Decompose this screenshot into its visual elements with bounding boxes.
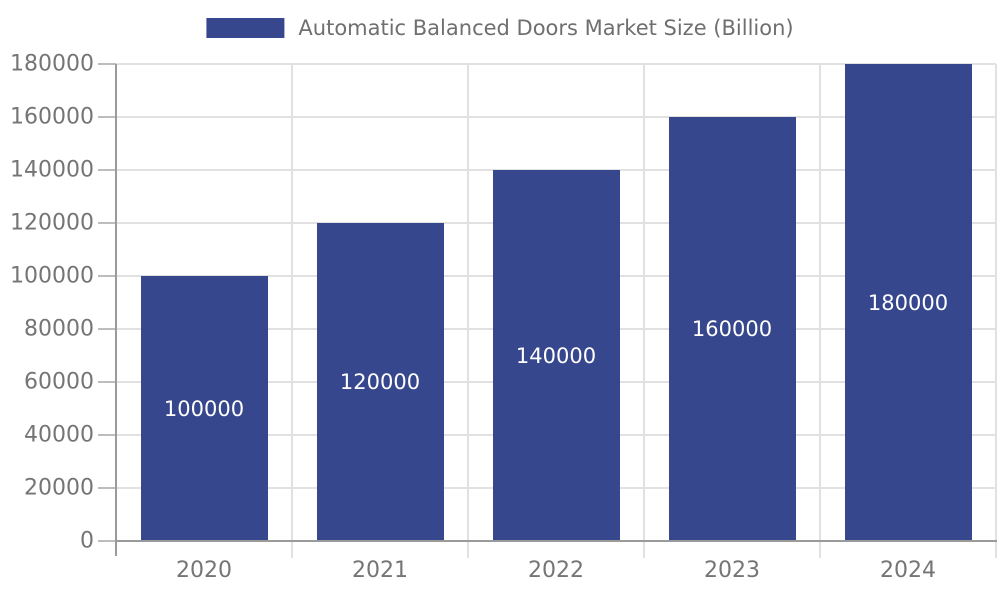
bar-value-label: 140000 — [515, 343, 597, 368]
legend-swatch — [206, 18, 285, 38]
x-tick-origin — [115, 541, 117, 556]
x-tick-label: 2023 — [704, 558, 760, 583]
x-tick-label: 2022 — [528, 558, 584, 583]
chart-legend: Automatic Balanced Doors Market Size (Bi… — [206, 16, 794, 40]
y-tick-label: 80000 — [24, 316, 94, 342]
y-tick-label: 100000 — [10, 263, 94, 289]
y-tick-label: 20000 — [24, 475, 94, 501]
v-gridline — [995, 64, 997, 541]
y-tick-label: 160000 — [10, 104, 94, 130]
bar-2024 — [844, 64, 972, 541]
bar-value-label: 100000 — [163, 396, 245, 421]
y-tick — [98, 63, 116, 65]
bar-2023 — [668, 117, 796, 541]
x-tick-label: 2020 — [176, 558, 232, 583]
y-axis-line — [115, 64, 117, 543]
y-tick-label: 180000 — [10, 51, 94, 77]
x-axis-line — [115, 540, 997, 542]
y-tick — [98, 275, 116, 277]
x-tick-label: 2021 — [352, 558, 408, 583]
v-gridline — [819, 64, 821, 541]
v-gridline — [643, 64, 645, 541]
x-tick — [995, 541, 997, 558]
y-tick — [98, 540, 116, 542]
v-gridline — [467, 64, 469, 541]
y-tick-label: 0 — [80, 528, 94, 554]
y-tick — [98, 116, 116, 118]
bar-2021 — [316, 223, 444, 541]
h-gridline — [116, 116, 996, 118]
y-tick — [98, 222, 116, 224]
v-gridline — [291, 64, 293, 541]
bar-value-label: 160000 — [691, 317, 773, 341]
y-tick — [98, 434, 116, 436]
x-tick-label: 2024 — [880, 558, 936, 583]
x-tick — [291, 541, 293, 558]
x-tick — [643, 541, 645, 558]
x-tick — [467, 541, 469, 558]
x-tick — [819, 541, 821, 558]
h-gridline — [116, 63, 996, 65]
y-tick-label: 40000 — [24, 422, 94, 448]
y-tick-label: 120000 — [10, 210, 94, 236]
bar-2022 — [492, 170, 620, 541]
y-tick — [98, 487, 116, 489]
bar-2020 — [140, 276, 268, 541]
y-tick-label: 60000 — [24, 369, 94, 395]
y-tick — [98, 169, 116, 171]
y-tick — [98, 381, 116, 383]
bar-value-label: 180000 — [867, 290, 949, 315]
bar-value-label: 120000 — [339, 370, 421, 394]
y-tick-label: 140000 — [10, 157, 94, 183]
y-tick — [98, 328, 116, 330]
legend-label: Automatic Balanced Doors Market Size (Bi… — [298, 16, 794, 40]
